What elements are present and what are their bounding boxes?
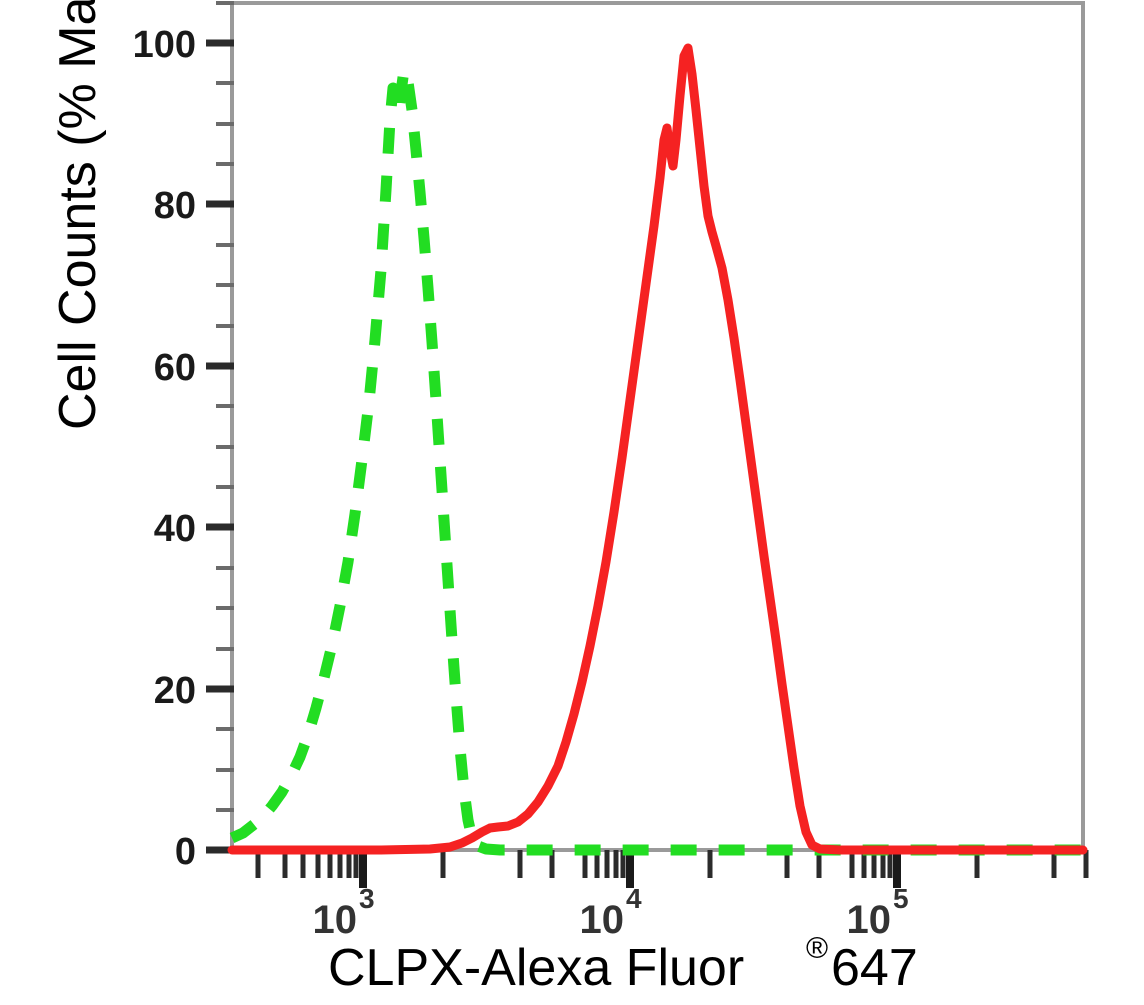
y-tick-label-80: 80 bbox=[154, 185, 196, 227]
x-axis-tick-labels: 10 3 10 4 10 5 bbox=[313, 883, 909, 942]
x-axis-title-tail: 647 bbox=[831, 939, 918, 997]
y-axis-tick-labels: 100 80 60 40 20 0 bbox=[133, 24, 196, 873]
x-axis-title: CLPX-Alexa Fluor ® 647 bbox=[328, 932, 918, 997]
y-axis-title: Cell Counts (% Max) bbox=[49, 0, 107, 430]
y-tick-label-100: 100 bbox=[133, 24, 196, 66]
y-axis-minor-ticks bbox=[216, 1, 234, 812]
plot-frame bbox=[230, 1, 1085, 852]
x-tick-label-1e5-base: 10 bbox=[847, 898, 892, 942]
x-tick-label-1e5-exp: 5 bbox=[893, 883, 909, 914]
series-clpx-antibody-line bbox=[227, 43, 1088, 855]
x-tick-label-1e3-base: 10 bbox=[313, 898, 358, 942]
x-tick-label-1e3-exp: 3 bbox=[359, 883, 375, 914]
x-axis-minor-ticks bbox=[255, 850, 1089, 878]
y-tick-label-0: 0 bbox=[175, 831, 196, 873]
y-tick-label-60: 60 bbox=[154, 347, 196, 389]
y-tick-label-40: 40 bbox=[154, 508, 196, 550]
x-axis-major-ticks bbox=[359, 850, 901, 888]
x-axis-title-main: CLPX-Alexa Fluor bbox=[328, 939, 744, 997]
x-axis-title-registered-icon: ® bbox=[806, 932, 828, 965]
data-series-group bbox=[227, 43, 1088, 856]
x-tick-label-1e4-exp: 4 bbox=[626, 883, 642, 914]
y-axis-title-text: Cell Counts (% Max) bbox=[49, 0, 107, 430]
series-isotype-control-line bbox=[229, 64, 1083, 856]
y-tick-label-20: 20 bbox=[154, 670, 196, 712]
y-axis-major-ticks bbox=[206, 39, 234, 854]
x-tick-label-1e4-base: 10 bbox=[580, 898, 625, 942]
